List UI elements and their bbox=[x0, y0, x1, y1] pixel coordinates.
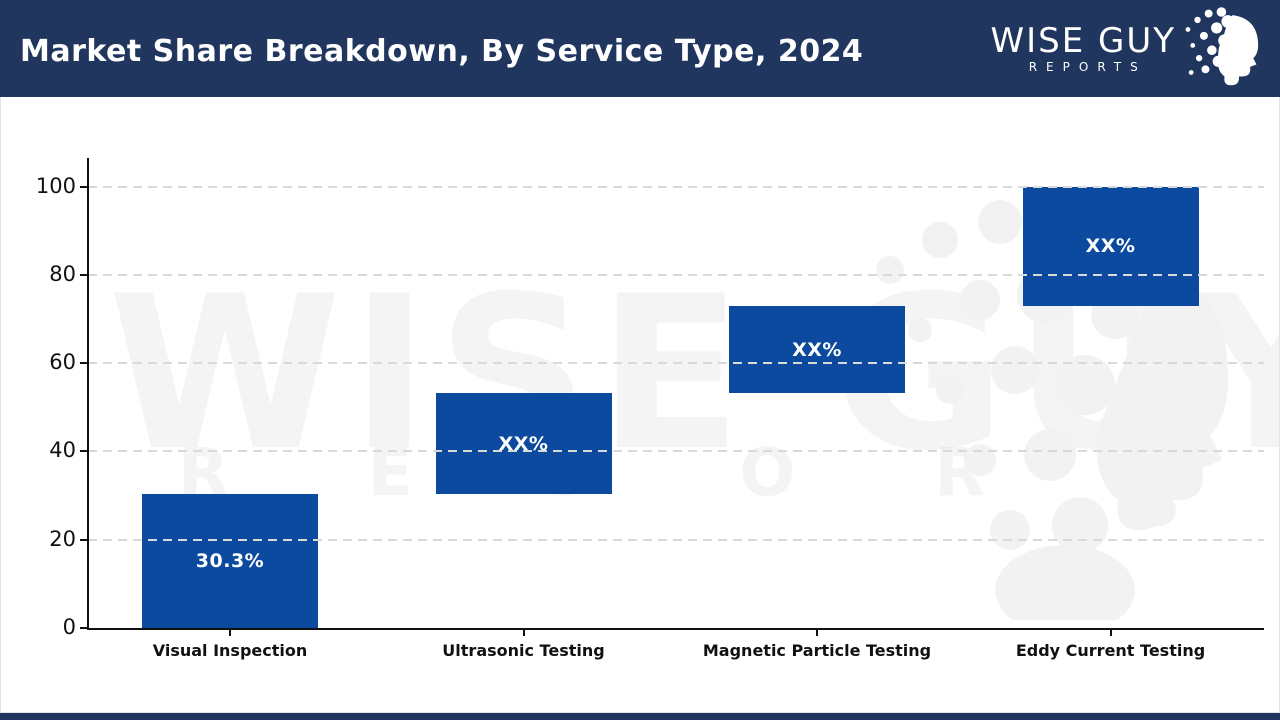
wise-guy-reports-logo: WISE GUY REPORTS bbox=[990, 6, 1266, 92]
y-tick-label: 60 bbox=[49, 350, 76, 375]
gridline-20 bbox=[88, 538, 1264, 541]
y-tick-label: 80 bbox=[49, 261, 76, 286]
y-tick-mark bbox=[80, 627, 88, 629]
page-title: Market Share Breakdown, By Service Type,… bbox=[20, 34, 864, 69]
x-tick-mark bbox=[1109, 628, 1112, 636]
gridline-100 bbox=[88, 185, 1264, 188]
y-tick-mark bbox=[80, 273, 88, 276]
bar-value-label: XX% bbox=[498, 432, 549, 455]
logo-wordmark: WISE GUY bbox=[990, 21, 1176, 61]
category-label: Ultrasonic Testing bbox=[442, 641, 605, 660]
y-tick-mark bbox=[80, 362, 88, 365]
bar-segment bbox=[435, 392, 612, 495]
category-label: Visual Inspection bbox=[152, 641, 308, 660]
bar-value-label: 30.3% bbox=[195, 550, 265, 573]
y-tick-label: 0 bbox=[62, 615, 76, 639]
bar-segment bbox=[729, 306, 905, 393]
x-tick-mark bbox=[522, 628, 525, 636]
y-tick-mark bbox=[80, 185, 88, 188]
bar-value-label: XX% bbox=[792, 338, 842, 361]
bar-value-label: XX% bbox=[1085, 235, 1136, 258]
gridline-60 bbox=[88, 362, 1264, 365]
y-tick-label: 100 bbox=[35, 173, 76, 198]
header-banner: Market Share Breakdown, By Service Type,… bbox=[0, 0, 1280, 97]
x-tick-mark bbox=[816, 628, 818, 636]
gridline-40 bbox=[88, 450, 1264, 453]
logo-subtext: REPORTS bbox=[1028, 60, 1147, 74]
category-label: Magnetic Particle Testing bbox=[702, 641, 932, 660]
x-tick-mark bbox=[229, 628, 231, 636]
logo-face-icon bbox=[1185, 7, 1259, 86]
gridline-80 bbox=[88, 273, 1264, 276]
y-tick-label: 20 bbox=[49, 526, 76, 551]
x-axis bbox=[87, 628, 1264, 630]
bar-segment bbox=[1022, 186, 1199, 307]
footer-bar bbox=[0, 713, 1280, 720]
y-axis bbox=[87, 158, 89, 630]
y-tick-label: 40 bbox=[49, 438, 76, 463]
bar-segment bbox=[142, 494, 318, 628]
category-label: Eddy Current Testing bbox=[1015, 641, 1206, 660]
y-tick-mark bbox=[80, 450, 88, 453]
y-tick-mark bbox=[80, 538, 88, 541]
